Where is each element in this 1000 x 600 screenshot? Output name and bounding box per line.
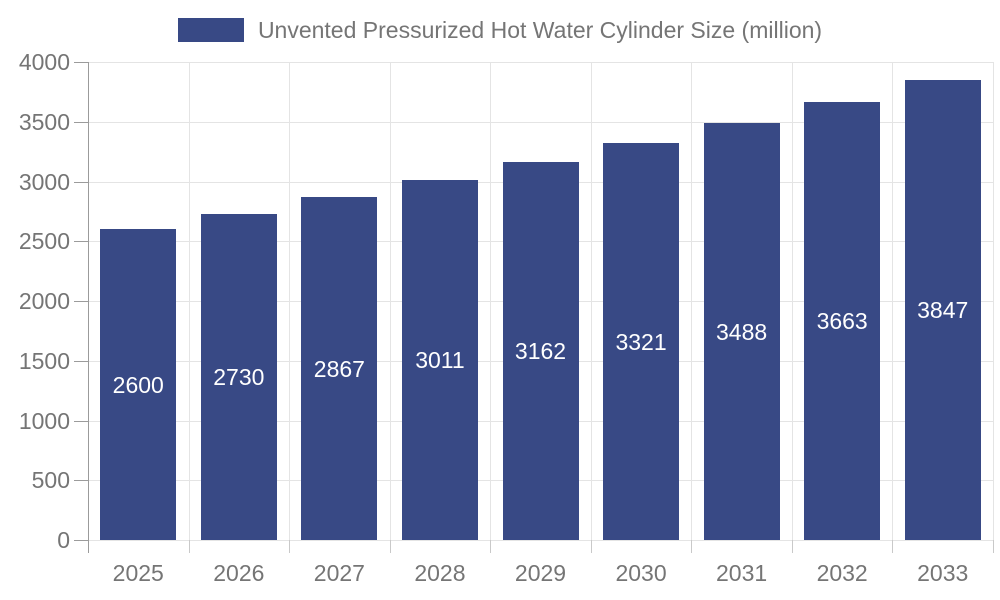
bar-value-label: 3488 bbox=[716, 318, 768, 345]
bar-2033 bbox=[904, 80, 981, 540]
bar-2027 bbox=[301, 197, 378, 540]
bar-2025 bbox=[100, 229, 177, 540]
y-axis-tick-label: 2500 bbox=[18, 228, 70, 255]
x-axis-tick-label: 2025 bbox=[112, 560, 164, 586]
bar-value-label: 2867 bbox=[313, 355, 365, 382]
x-axis-tick-label: 2031 bbox=[716, 560, 768, 586]
y-axis-tick bbox=[74, 241, 88, 243]
bar-2031 bbox=[703, 123, 780, 540]
x-axis-tick bbox=[289, 540, 291, 553]
y-axis-tick bbox=[74, 480, 88, 482]
vertical-gridline bbox=[993, 62, 994, 540]
bar-2028 bbox=[401, 180, 478, 540]
x-axis-tick bbox=[590, 540, 592, 553]
y-axis-tick-label: 0 bbox=[57, 527, 70, 553]
vertical-gridline bbox=[490, 62, 492, 540]
x-axis-tick-label: 2030 bbox=[615, 560, 667, 586]
x-axis-tick bbox=[188, 540, 190, 553]
y-axis-tick-label: 2000 bbox=[18, 288, 70, 314]
y-axis-tick bbox=[74, 121, 88, 123]
y-axis-tick-label: 1000 bbox=[18, 407, 70, 434]
bar-2029 bbox=[502, 162, 579, 540]
legend[interactable]: Unvented Pressurized Hot Water Cylinder … bbox=[0, 16, 1000, 44]
bar-2026 bbox=[200, 213, 277, 540]
x-axis-tick bbox=[389, 540, 391, 553]
y-axis-tick bbox=[74, 360, 88, 362]
bar-2032 bbox=[804, 102, 881, 540]
legend-swatch-icon bbox=[177, 18, 244, 42]
bar-value-label: 3663 bbox=[816, 308, 868, 335]
x-axis-tick bbox=[993, 540, 994, 553]
y-axis-tick bbox=[74, 420, 88, 422]
bar-value-label: 2730 bbox=[213, 363, 265, 390]
y-axis-line bbox=[88, 62, 89, 553]
horizontal-gridline bbox=[88, 121, 993, 123]
bar-value-label: 3162 bbox=[514, 338, 567, 365]
bar-value-label: 3847 bbox=[917, 297, 969, 324]
vertical-gridline bbox=[791, 62, 793, 540]
y-axis-tick-label: 4000 bbox=[18, 49, 70, 75]
y-axis-tick bbox=[74, 181, 88, 183]
horizontal-gridline bbox=[88, 540, 993, 541]
x-axis-tick-label: 2029 bbox=[514, 560, 567, 586]
x-axis-tick bbox=[691, 540, 693, 553]
x-axis-tick bbox=[892, 540, 894, 553]
vertical-gridline bbox=[188, 62, 190, 540]
vertical-gridline bbox=[691, 62, 693, 540]
horizontal-gridline bbox=[88, 62, 993, 63]
y-axis-tick-label: 3000 bbox=[18, 168, 70, 195]
bar-value-label: 3011 bbox=[415, 347, 465, 374]
y-axis-tick bbox=[74, 301, 88, 302]
y-axis-tick-label: 3500 bbox=[18, 108, 70, 135]
y-axis-tick-label: 1500 bbox=[18, 347, 70, 374]
y-axis-tick-label: 500 bbox=[31, 467, 70, 494]
y-axis-tick bbox=[74, 540, 88, 541]
vertical-gridline bbox=[590, 62, 592, 540]
legend-label: Unvented Pressurized Hot Water Cylinder … bbox=[257, 17, 823, 43]
vertical-gridline bbox=[389, 62, 391, 540]
vertical-gridline bbox=[892, 62, 894, 540]
y-axis-tick bbox=[74, 62, 88, 63]
x-axis-tick-label: 2033 bbox=[917, 560, 969, 586]
x-axis-tick-label: 2027 bbox=[313, 560, 365, 586]
vertical-gridline bbox=[289, 62, 291, 540]
x-axis-tick-label: 2032 bbox=[816, 560, 868, 586]
x-axis-tick-label: 2028 bbox=[414, 560, 466, 586]
x-axis-tick bbox=[490, 540, 492, 553]
x-axis-tick-label: 2026 bbox=[213, 560, 265, 586]
x-axis-tick bbox=[791, 540, 793, 553]
bar-value-label: 2600 bbox=[112, 371, 164, 398]
bar-2030 bbox=[603, 143, 680, 540]
bar-value-label: 3321 bbox=[615, 328, 667, 355]
